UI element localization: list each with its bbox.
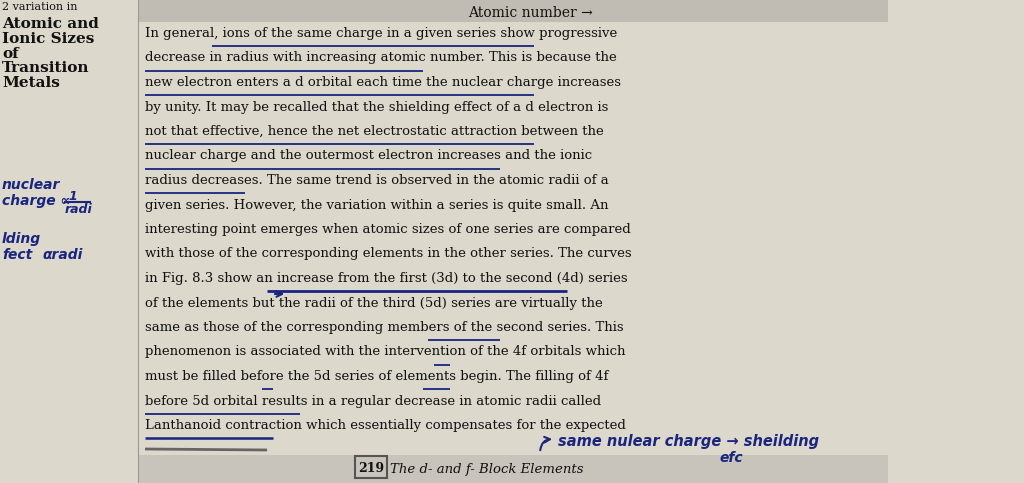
Text: Metals: Metals: [2, 76, 59, 90]
Text: charge ∝: charge ∝: [2, 194, 71, 208]
Text: with those of the corresponding elements in the other series. The curves: with those of the corresponding elements…: [145, 247, 632, 260]
Text: by unity. It may be recalled that the shielding effect of a d electron is: by unity. It may be recalled that the sh…: [145, 100, 608, 114]
Text: interesting point emerges when atomic sizes of one series are compared: interesting point emerges when atomic si…: [145, 223, 631, 236]
Text: same as those of the corresponding members of the second series. This: same as those of the corresponding membe…: [145, 321, 624, 334]
Text: of the elements but the radii of the third (5d) series are virtually the: of the elements but the radii of the thi…: [145, 297, 603, 310]
Text: αradi: αradi: [42, 248, 82, 262]
Text: Atomic and: Atomic and: [2, 17, 99, 31]
Text: phenomenon is associated with the intervention of the 4f orbitals which: phenomenon is associated with the interv…: [145, 345, 626, 358]
Bar: [138, 455, 888, 483]
Text: 219: 219: [358, 463, 384, 475]
Text: 1: 1: [68, 190, 77, 203]
Text: nuclear charge and the outermost electron increases and the ionic: nuclear charge and the outermost electro…: [145, 150, 592, 162]
Bar: [0, 0, 138, 483]
Text: new electron enters a d orbital each time the nuclear charge increases: new electron enters a d orbital each tim…: [145, 76, 621, 89]
Bar: [138, 0, 888, 22]
Text: before 5d orbital results in a regular decrease in atomic radii called: before 5d orbital results in a regular d…: [145, 395, 601, 408]
Text: must be filled before the 5d series of elements begin. The filling of 4f: must be filled before the 5d series of e…: [145, 370, 608, 383]
Text: lding: lding: [2, 232, 41, 246]
Text: radius decreases. The same trend is observed in the atomic radii of a: radius decreases. The same trend is obse…: [145, 174, 608, 187]
Text: of: of: [2, 47, 18, 61]
Text: Lanthanoid contraction which essentially compensates for the expected: Lanthanoid contraction which essentially…: [145, 419, 626, 432]
Text: The d- and f- Block Elements: The d- and f- Block Elements: [390, 463, 584, 475]
Text: same nulear charge → sheilding: same nulear charge → sheilding: [558, 434, 819, 449]
Text: decrease in radius with increasing atomic number. This is because the: decrease in radius with increasing atomi…: [145, 52, 616, 65]
Bar: [138, 0, 1024, 483]
Text: given series. However, the variation within a series is quite small. An: given series. However, the variation wit…: [145, 199, 608, 212]
Text: efc: efc: [720, 451, 743, 465]
Bar: [355, 456, 387, 478]
Text: Transition: Transition: [2, 61, 89, 75]
Text: Ionic Sizes: Ionic Sizes: [2, 32, 94, 46]
Text: radi: radi: [65, 203, 93, 216]
Text: fect: fect: [2, 248, 32, 262]
Text: in Fig. 8.3 show an increase from the first (3d) to the second (4d) series: in Fig. 8.3 show an increase from the fi…: [145, 272, 628, 285]
Text: Atomic number →: Atomic number →: [468, 6, 592, 20]
Text: 2 variation in: 2 variation in: [2, 2, 78, 12]
Text: not that effective, hence the net electrostatic attraction between the: not that effective, hence the net electr…: [145, 125, 604, 138]
Text: In general, ions of the same charge in a given series show progressive: In general, ions of the same charge in a…: [145, 27, 617, 40]
Text: nuclear: nuclear: [2, 178, 60, 192]
